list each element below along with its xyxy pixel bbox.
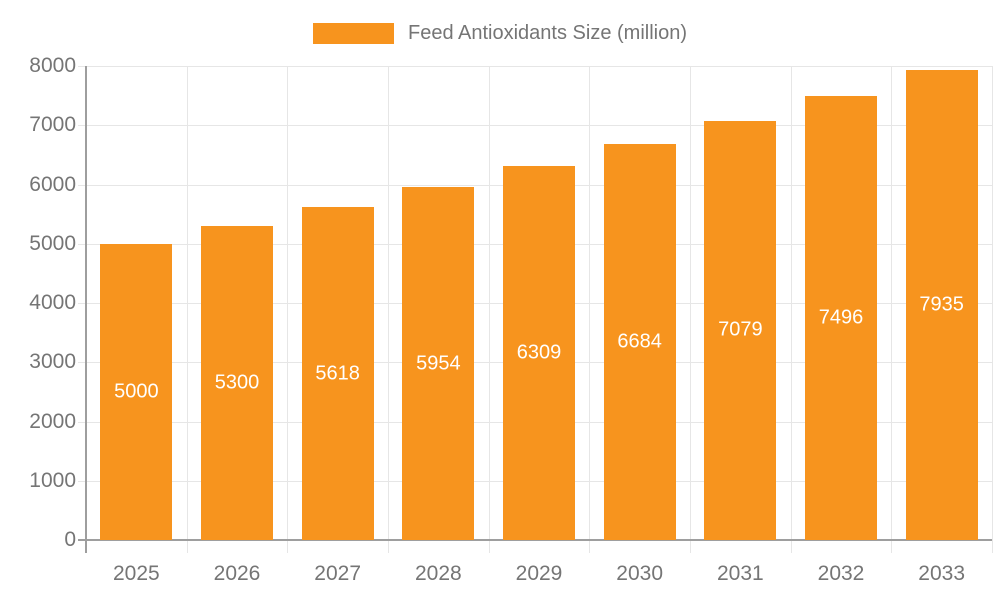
y-tick-label: 6000	[29, 172, 76, 196]
x-tick-label: 2026	[213, 562, 261, 585]
v-gridline	[891, 66, 893, 553]
x-tick-label: 2030	[616, 562, 664, 585]
bar[interactable]	[805, 95, 877, 540]
bar-value-label: 5954	[416, 352, 461, 375]
bar-value-label: 7079	[718, 318, 763, 341]
h-gridline	[78, 125, 992, 127]
v-gridline	[186, 66, 188, 553]
bar[interactable]	[905, 69, 978, 540]
bar-value-label: 5618	[315, 362, 360, 385]
v-gridline	[992, 66, 993, 553]
x-tick-label: 2029	[515, 562, 563, 585]
bar[interactable]	[603, 143, 676, 540]
bar-value-label: 7496	[818, 306, 864, 329]
bar[interactable]	[201, 225, 273, 540]
x-tick-label: 2033	[918, 562, 966, 585]
x-tick-label: 2032	[817, 562, 865, 585]
y-axis-line	[85, 66, 87, 553]
bar-value-label: 5000	[114, 380, 159, 403]
x-tick-label: 2028	[414, 562, 462, 585]
bar-value-label: 6684	[617, 330, 662, 353]
y-tick-label: 5000	[29, 231, 76, 255]
legend-swatch-icon	[312, 22, 394, 44]
x-tick-label: 2025	[112, 562, 160, 585]
y-tick-label: 7000	[29, 113, 76, 137]
bar[interactable]	[704, 120, 777, 540]
bar[interactable]	[503, 166, 575, 540]
bar[interactable]	[402, 187, 475, 540]
y-tick-label: 4000	[29, 291, 76, 314]
y-tick-label: 8000	[29, 54, 76, 77]
v-gridline	[287, 66, 289, 553]
v-gridline	[790, 66, 792, 553]
v-gridline	[589, 66, 591, 553]
bar-value-label: 5300	[214, 371, 260, 394]
bar-value-label: 7935	[919, 293, 964, 316]
bar[interactable]	[100, 243, 173, 540]
y-tick-label: 2000	[29, 409, 76, 433]
h-gridline	[78, 66, 992, 67]
y-tick-label: 3000	[29, 350, 76, 374]
x-tick-label: 2027	[314, 562, 362, 585]
v-gridline	[388, 66, 389, 553]
y-tick-label: 0	[64, 528, 76, 551]
bar-value-label: 6309	[516, 341, 562, 364]
x-axis-line	[78, 539, 992, 541]
x-tick-label: 2031	[716, 562, 764, 585]
legend-label: Feed Antioxidants Size (million)	[407, 22, 687, 44]
bar[interactable]	[301, 207, 374, 540]
v-gridline	[690, 66, 691, 553]
y-tick-label: 1000	[29, 468, 76, 492]
v-gridline	[488, 66, 490, 553]
chart-legend[interactable]: Feed Antioxidants Size (million)	[0, 18, 1000, 48]
